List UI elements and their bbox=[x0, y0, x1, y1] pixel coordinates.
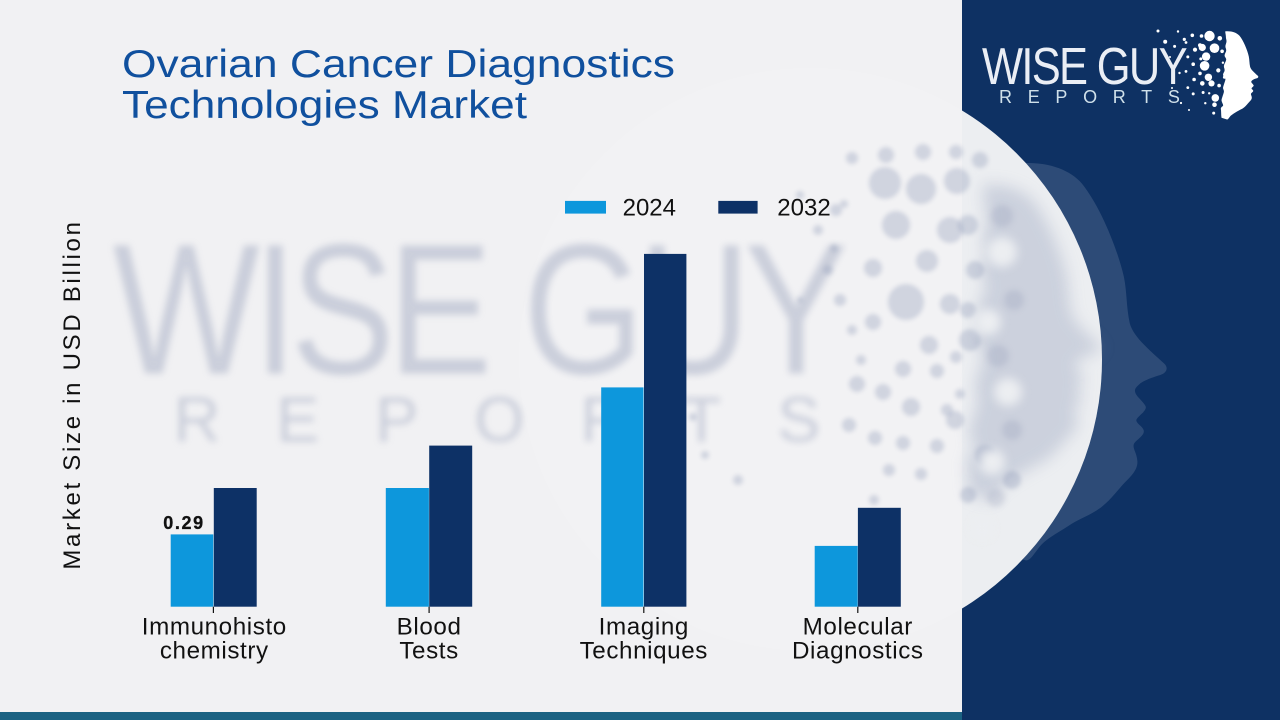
svg-text:2024: 2024 bbox=[623, 194, 676, 221]
svg-text:Molecular: Molecular bbox=[803, 614, 913, 641]
svg-text:Blood: Blood bbox=[397, 614, 462, 641]
svg-text:2032: 2032 bbox=[777, 194, 830, 221]
svg-text:0.29: 0.29 bbox=[163, 513, 204, 533]
svg-text:Tests: Tests bbox=[399, 638, 458, 665]
svg-text:Technologies Market: Technologies Market bbox=[122, 84, 527, 127]
svg-text:chemistry: chemistry bbox=[160, 638, 269, 665]
svg-text:Ovarian Cancer Diagnostics: Ovarian Cancer Diagnostics bbox=[122, 43, 675, 86]
svg-text:Imaging: Imaging bbox=[599, 614, 689, 641]
svg-text:Immunohisto: Immunohisto bbox=[142, 614, 287, 641]
svg-text:Techniques: Techniques bbox=[580, 638, 708, 665]
svg-text:Diagnostics: Diagnostics bbox=[792, 638, 924, 665]
svg-text:Market Size in USD Billion: Market Size in USD Billion bbox=[59, 219, 86, 569]
